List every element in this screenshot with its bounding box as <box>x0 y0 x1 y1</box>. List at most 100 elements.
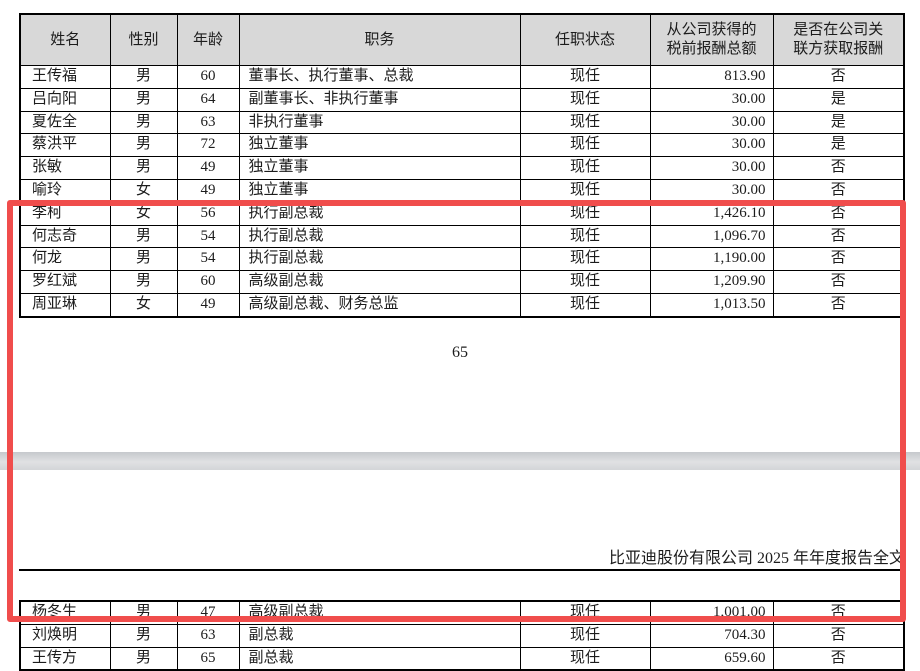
cell-status: 现任 <box>519 156 651 180</box>
cell-related-party: 否 <box>772 292 905 318</box>
cell-name: 何龙 <box>19 247 111 272</box>
cell-position: 独立董事 <box>238 133 521 158</box>
cell-position: 执行副总裁 <box>238 247 521 272</box>
cell-related-party: 否 <box>772 224 905 249</box>
cell-related-party: 是 <box>772 87 905 112</box>
cell-age: 49 <box>176 292 240 318</box>
cell-age: 65 <box>176 646 240 671</box>
cell-age: 49 <box>176 156 240 180</box>
cell-name: 李柯 <box>19 201 111 226</box>
cell-compensation: 659.60 <box>649 646 774 671</box>
table-row: 李柯 女 56 执行副总裁 现任 1,426.10 否 <box>19 201 905 226</box>
cell-compensation: 30.00 <box>649 178 774 203</box>
cell-age: 72 <box>176 133 240 158</box>
cell-status: 现任 <box>519 247 651 272</box>
cell-position: 副总裁 <box>238 623 521 648</box>
header-gender: 性别 <box>109 13 178 66</box>
cell-gender: 男 <box>109 133 178 158</box>
table-row: 王传福 男 60 董事长、执行董事、总裁 现任 813.90 否 <box>19 65 905 89</box>
table-row: 王传方 男 65 副总裁 现任 659.60 否 <box>19 646 905 671</box>
cell-age: 54 <box>176 247 240 272</box>
executives-table-page2: 杨冬生 男 47 高级副总裁 现任 1,001.00 否 刘焕明 男 63 副总… <box>19 600 905 671</box>
table-row: 刘焕明 男 63 副总裁 现任 704.30 否 <box>19 623 905 648</box>
cell-related-party: 否 <box>772 623 905 648</box>
table-row: 蔡洪平 男 72 独立董事 现任 30.00 是 <box>19 133 905 158</box>
cell-position: 高级副总裁、财务总监 <box>238 292 521 318</box>
cell-status: 现任 <box>519 646 651 671</box>
cell-related-party: 否 <box>772 247 905 272</box>
cell-position: 执行副总裁 <box>238 201 521 226</box>
cell-status: 现任 <box>519 623 651 648</box>
cell-gender: 男 <box>109 65 178 89</box>
cell-position: 高级副总裁 <box>238 270 521 294</box>
cell-compensation: 30.00 <box>649 87 774 112</box>
cell-name: 夏佐全 <box>19 110 111 135</box>
table-row: 罗红斌 男 60 高级副总裁 现任 1,209.90 否 <box>19 270 905 294</box>
cell-age: 56 <box>176 201 240 226</box>
cell-position: 独立董事 <box>238 178 521 203</box>
cell-related-party: 否 <box>772 646 905 671</box>
cell-compensation: 1,013.50 <box>649 292 774 318</box>
page-number: 65 <box>452 344 468 361</box>
header-name: 姓名 <box>19 13 111 66</box>
cell-gender: 男 <box>109 623 178 648</box>
cell-position: 副总裁 <box>238 646 521 671</box>
cell-name: 杨冬生 <box>19 600 111 625</box>
cell-status: 现任 <box>519 201 651 226</box>
table-header-row: 姓名 性别 年龄 职务 任职状态 从公司获得的 税前报酬总额 是否在公司关 联方… <box>19 13 905 66</box>
cell-status: 现任 <box>519 292 651 318</box>
cell-related-party: 否 <box>772 156 905 180</box>
cell-gender: 男 <box>109 224 178 249</box>
cell-related-party: 是 <box>772 110 905 135</box>
cell-age: 64 <box>176 87 240 112</box>
cell-compensation: 1,209.90 <box>649 270 774 294</box>
cell-compensation: 704.30 <box>649 623 774 648</box>
cell-gender: 女 <box>109 201 178 226</box>
cell-age: 60 <box>176 65 240 89</box>
cell-status: 现任 <box>519 270 651 294</box>
cell-related-party: 是 <box>772 133 905 158</box>
header-age: 年龄 <box>176 13 240 66</box>
cell-name: 王传方 <box>19 646 111 671</box>
cell-position: 非执行董事 <box>238 110 521 135</box>
cell-position: 高级副总裁 <box>238 600 521 625</box>
cell-status: 现任 <box>519 178 651 203</box>
header-status: 任职状态 <box>519 13 651 66</box>
table-row: 周亚琳 女 49 高级副总裁、财务总监 现任 1,013.50 否 <box>19 292 905 318</box>
cell-name: 张敏 <box>19 156 111 180</box>
cell-name: 喻玲 <box>19 178 111 203</box>
cell-compensation: 1,001.00 <box>649 600 774 625</box>
cell-compensation: 1,426.10 <box>649 201 774 226</box>
header-compensation: 从公司获得的 税前报酬总额 <box>649 13 774 66</box>
cell-related-party: 否 <box>772 600 905 625</box>
cell-name: 蔡洪平 <box>19 133 111 158</box>
table-row: 何龙 男 54 执行副总裁 现任 1,190.00 否 <box>19 247 905 272</box>
table-row: 杨冬生 男 47 高级副总裁 现任 1,001.00 否 <box>19 600 905 625</box>
cell-age: 63 <box>176 110 240 135</box>
cell-compensation: 30.00 <box>649 110 774 135</box>
cell-status: 现任 <box>519 133 651 158</box>
cell-status: 现任 <box>519 224 651 249</box>
cell-position: 副董事长、非执行董事 <box>238 87 521 112</box>
cell-position: 董事长、执行董事、总裁 <box>238 65 521 89</box>
cell-gender: 男 <box>109 110 178 135</box>
cell-name: 周亚琳 <box>19 292 111 318</box>
cell-compensation: 30.00 <box>649 156 774 180</box>
cell-name: 罗红斌 <box>19 270 111 294</box>
cell-compensation: 813.90 <box>649 65 774 89</box>
cell-age: 54 <box>176 224 240 249</box>
cell-name: 吕向阳 <box>19 87 111 112</box>
cell-status: 现任 <box>519 65 651 89</box>
cell-name: 何志奇 <box>19 224 111 249</box>
cell-gender: 男 <box>109 87 178 112</box>
cell-related-party: 否 <box>772 65 905 89</box>
table-row: 张敏 男 49 独立董事 现任 30.00 否 <box>19 156 905 180</box>
cell-age: 63 <box>176 623 240 648</box>
cell-name: 刘焕明 <box>19 623 111 648</box>
cell-name: 王传福 <box>19 65 111 89</box>
table-row: 夏佐全 男 63 非执行董事 现任 30.00 是 <box>19 110 905 135</box>
header-related-party: 是否在公司关 联方获取报酬 <box>772 13 905 66</box>
cell-compensation: 1,096.70 <box>649 224 774 249</box>
cell-age: 47 <box>176 600 240 625</box>
cell-gender: 男 <box>109 247 178 272</box>
